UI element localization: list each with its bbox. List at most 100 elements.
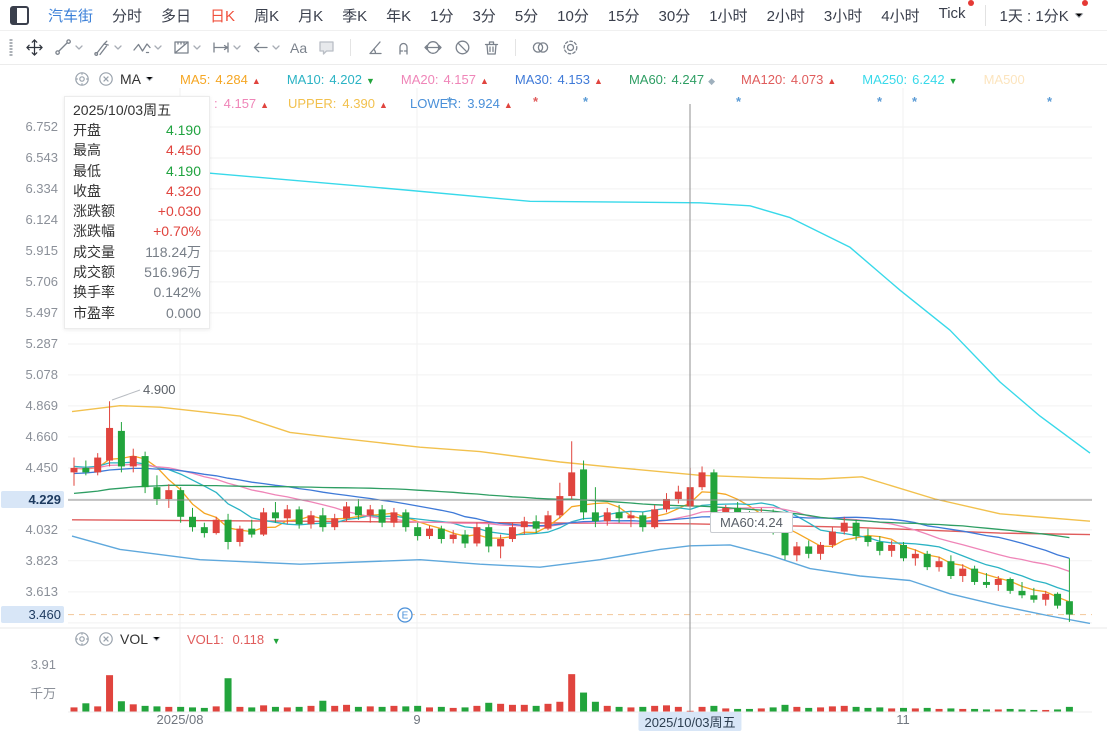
ma-indicator-legend: MA MA5: 4.284 ▲ MA10: 4.202 ▼ MA20: 4.157 ▲ MA30:… [66,71,1025,87]
tab-周K[interactable]: 周K [254,7,280,25]
rings-icon[interactable] [525,35,556,60]
y-axis-label: 5.706 [25,273,58,289]
rotate-icon[interactable] [418,35,448,60]
notification-dot [1081,0,1088,6]
tab-日K[interactable]: 日K [210,7,236,25]
symbol-name[interactable]: 汽车街 [48,7,94,25]
text-icon[interactable]: Aa [290,39,308,56]
chevron-down-icon[interactable] [75,45,83,50]
chevron-down-icon[interactable] [233,45,241,50]
pitchfork-icon[interactable] [88,35,127,60]
y-axis-label: 3.613 [25,583,58,599]
ohlc-row: 成交量 118.24万 [73,243,201,260]
y-axis-label: 5.497 [25,304,58,320]
ma-legend-item: MA20: 4.157 ▲ [400,71,489,87]
tab-1小时[interactable]: 1小时 [709,7,748,25]
tab-月K[interactable]: 月K [298,7,324,25]
x-axis-label: 11 [896,712,910,727]
indicator-close-icon[interactable] [98,631,114,647]
tab-4小时[interactable]: 4小时 [881,7,920,25]
ma-line-MA30 [73,467,1070,559]
legend-marker-dot: * [1047,94,1053,109]
app-logo-icon[interactable] [10,5,29,25]
tab-2小时[interactable]: 2小时 [766,7,805,25]
indicator-settings-icon[interactable] [74,71,90,87]
chevron-down-icon[interactable] [152,636,161,642]
boll-legend-item: :4.157 ▲ [214,96,270,111]
tooltip-date: 2025/10/03周五 [73,102,172,118]
volume-axis-unit: 千万 [29,686,56,701]
tab-15分[interactable]: 15分 [607,7,640,25]
ohlc-row: 换手率 0.142% [73,284,201,301]
y-axis-label: 4.869 [25,397,58,413]
chevron-down-icon[interactable] [272,45,280,50]
tab-Tick[interactable]: Tick [939,0,974,26]
custom-period-selector[interactable]: 1天 : 1分K [984,0,1088,26]
arrow-left-icon[interactable] [246,35,285,60]
y-axis-label: 3.823 [25,552,58,568]
notification-dot [967,0,974,6]
ban-icon[interactable] [448,35,477,60]
y-axis-label: 6.124 [25,212,58,227]
measure-icon[interactable] [206,35,246,60]
boll-legend-item: LOWER: 3.924 ▲ [410,96,513,111]
y-axis-label: 5.287 [25,335,58,351]
tab-季K[interactable]: 季K [342,7,368,25]
tab-30分[interactable]: 30分 [658,7,691,25]
tab-1分[interactable]: 1分 [430,7,454,25]
tab-5分[interactable]: 5分 [514,7,539,25]
wave-icon[interactable] [127,35,167,60]
tab-分时[interactable]: 分时 [112,7,143,25]
move-icon[interactable] [20,35,49,60]
tab-年K[interactable]: 年K [386,7,412,25]
tab-3分[interactable]: 3分 [472,7,496,25]
trend-line-icon[interactable] [49,35,88,60]
magnet-icon[interactable] [389,35,418,60]
x-axis-crosshair-date-tag: 2025/10/03周五 [638,712,742,731]
legend-marker-dot: * [877,94,883,109]
y-axis-label: 6.334 [25,180,58,196]
ohlc-row: 最高 4.450 [73,142,201,159]
ma-legend-item: MA60: 4.247 ◆ [628,71,715,87]
y-axis-label: 4.450 [25,459,58,475]
vol-indicator-legend: VOL VOL1: 0.118 ▼ [66,631,281,647]
tab-多日[interactable]: 多日 [161,7,192,25]
event-marker-icon [397,607,413,623]
ohlc-row: 收盘 4.320 [73,182,201,199]
legend-marker-dot: * [912,94,918,109]
legend-marker-dot: * [736,94,742,109]
ma-legend-item: MA30: 4.153 ▲ [514,71,603,87]
pattern-icon[interactable] [167,35,206,60]
indicator-name[interactable]: VOL [120,631,149,647]
ma-legend-item: MA10: 4.202 ▼ [286,71,375,87]
custom-period-label: 1天 : 1分K [999,7,1069,25]
drag-handle-icon[interactable] [2,35,20,61]
comment-icon[interactable] [312,35,341,60]
indicator-settings-icon[interactable] [74,631,90,647]
x-axis-label: 9 [413,712,421,727]
gear-icon[interactable] [556,35,585,60]
y-axis-label: 5.078 [25,366,58,382]
trash-icon[interactable] [477,35,506,60]
indicator-close-icon[interactable] [98,71,114,87]
boll-indicator-legend: :4.157 ▲ UPPER: 4.390 ▲ LOWER: 3.924 ▲ * * * * * * * [0,94,1107,114]
tab-3小时[interactable]: 3小时 [823,7,863,25]
toolbar-divider [350,39,352,56]
chevron-down-icon[interactable] [114,45,122,50]
tab-bar: 汽车街 分时 多日 日K 周K 月K 季K 年K 1分 3分 5分 10分 15分 30分 1小时 2小时 3… [0,0,1107,31]
vol1-value: VOL1: 0.118 ▼ [187,631,281,647]
chevron-down-icon[interactable] [145,76,154,82]
period-tabs: 分时 多日 日K 周K 月K 季K 年K 1分 3分 5分 10分 15分 30分 1小时 2小时 3小时 4小… [112,0,974,26]
indicator-name[interactable]: MA [120,71,141,87]
chevron-down-icon[interactable] [193,45,201,50]
ma-legend-item: MA250: 6.242 ▼ [862,71,958,87]
tab-10分[interactable]: 10分 [557,7,589,25]
y-axis-label: 5.915 [25,242,58,258]
y-axis-label: 6.543 [25,149,58,165]
chevron-down-icon[interactable] [154,45,162,50]
ohlc-row: 开盘 4.190 [73,122,201,138]
ohlc-row: 成交额 516.96万 [73,264,201,281]
angle-icon[interactable] [360,35,389,60]
legend-marker-dot: * [447,94,453,109]
